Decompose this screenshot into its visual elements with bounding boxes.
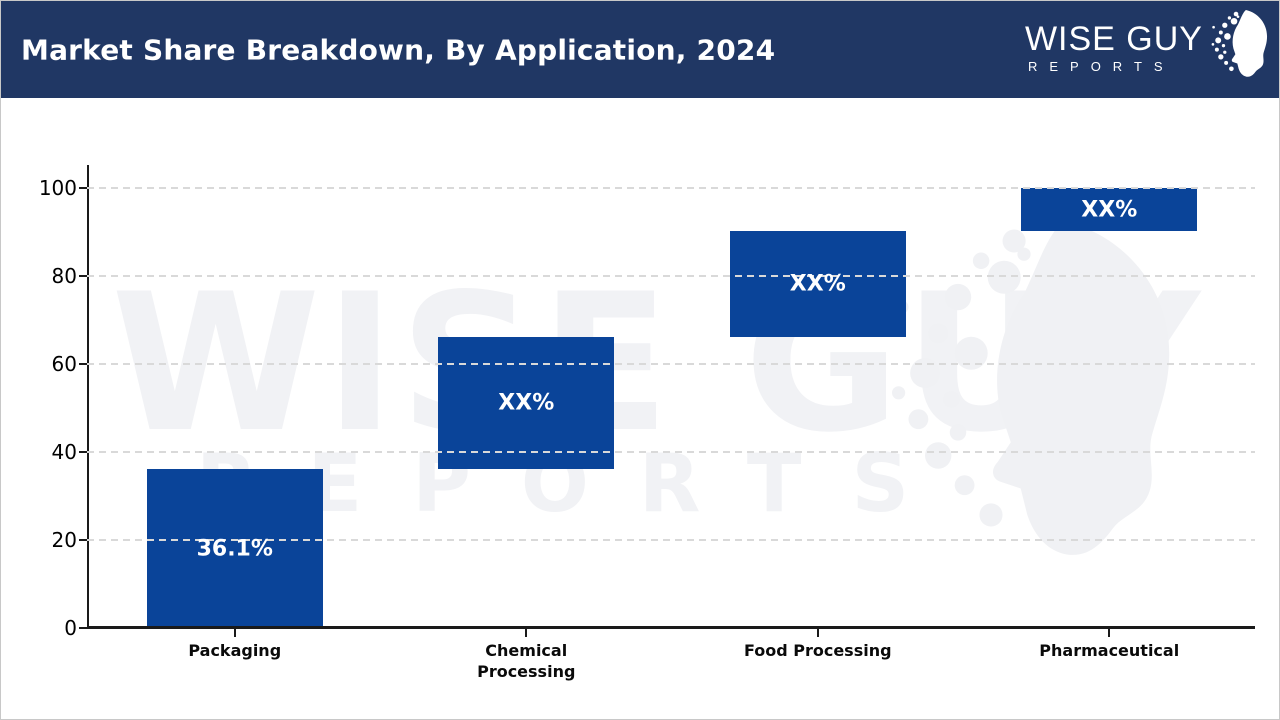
gridline-60 — [87, 363, 1255, 365]
bar-value-label-chemical-processing: XX% — [498, 390, 555, 416]
y-axis-tick-label-40: 40 — [51, 440, 77, 464]
y-axis-tick-label-100: 100 — [38, 176, 77, 200]
x-axis-tick-pharmaceutical — [1108, 629, 1111, 637]
bar-pharmaceutical — [1021, 188, 1198, 232]
page-title: Market Share Breakdown, By Application, … — [21, 33, 776, 66]
gridline-80 — [87, 275, 1255, 277]
y-axis-tick-20 — [79, 539, 87, 541]
bar-value-label-food-processing: XX% — [789, 271, 846, 297]
logo-face-icon — [1211, 10, 1268, 77]
y-axis-tick-label-20: 20 — [51, 528, 77, 552]
y-axis-tick-100 — [79, 187, 87, 189]
y-axis-tick-label-80: 80 — [51, 264, 77, 288]
y-axis-tick-80 — [79, 275, 87, 277]
wiseguy-logo: WISE GUY REPORTS — [1025, 7, 1271, 87]
y-axis-tick-40 — [79, 451, 87, 453]
y-axis-line — [87, 165, 89, 629]
y-axis-tick-60 — [79, 363, 87, 365]
x-axis-label-food-processing: Food Processing — [743, 641, 892, 660]
watermark-face-icon — [892, 221, 1170, 555]
header: Market Share Breakdown, By Application, … — [1, 1, 1279, 98]
y-axis-tick-0 — [79, 627, 87, 629]
bar-chemical-processing — [438, 336, 615, 470]
x-axis-tick-food-processing — [816, 629, 819, 637]
x-axis-tick-packaging — [233, 629, 236, 637]
bar-value-label-packaging: 36.1% — [196, 536, 273, 562]
bar-food-processing — [729, 231, 906, 337]
x-axis-tick-chemical-processing — [525, 629, 528, 637]
gridline-20 — [87, 539, 1255, 541]
x-axis-label-packaging: Packaging — [188, 641, 282, 660]
y-axis-tick-label-60: 60 — [51, 352, 77, 376]
logo-subtext: REPORTS — [1027, 59, 1175, 74]
logo-text: WISE GUY REPORTS — [1025, 19, 1203, 75]
bar-value-label-pharmaceutical: XX% — [1081, 197, 1138, 223]
logo-wordmark: WISE GUY — [1024, 20, 1203, 58]
gridline-100 — [87, 187, 1255, 189]
x-axis-label-pharmaceutical: Pharmaceutical — [1039, 641, 1180, 660]
x-axis-line — [87, 626, 1255, 629]
x-axis-label-chemical-processing: Chemical Processing — [477, 641, 576, 681]
gridline-40 — [87, 451, 1255, 453]
bar-packaging — [146, 469, 323, 628]
y-axis-tick-label-0: 0 — [64, 616, 77, 640]
